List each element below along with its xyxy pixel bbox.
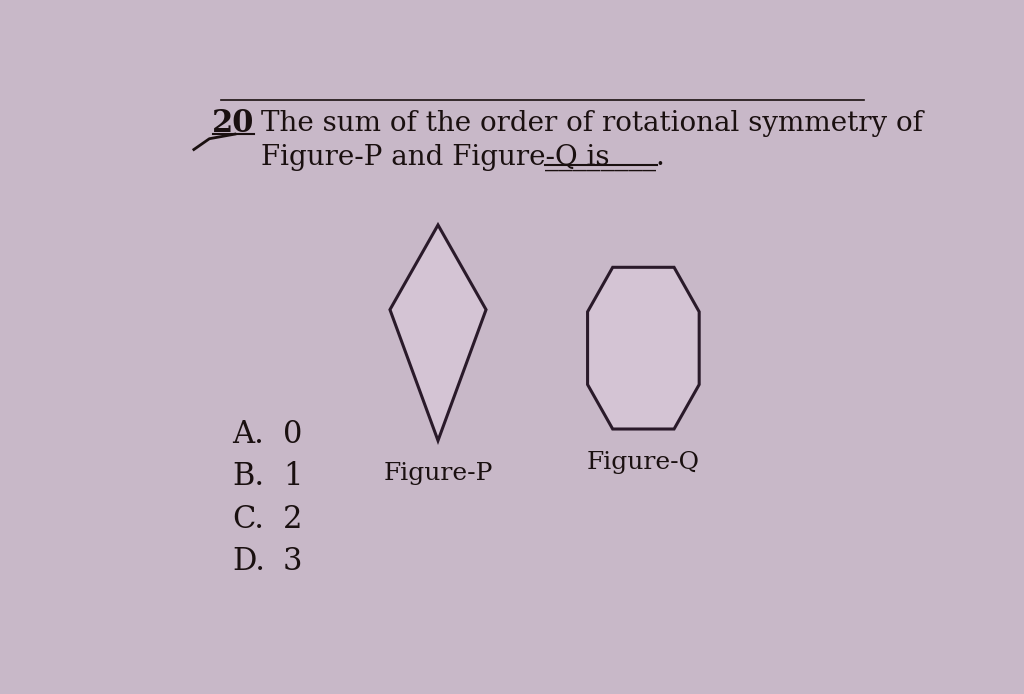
Polygon shape — [390, 225, 486, 441]
Text: A.: A. — [232, 419, 264, 450]
Text: ________.: ________. — [545, 144, 665, 171]
Text: B.: B. — [232, 462, 265, 492]
Text: Figure-Q: Figure-Q — [587, 450, 699, 473]
Text: 3: 3 — [283, 546, 302, 577]
Text: 2: 2 — [283, 504, 302, 534]
Text: C.: C. — [232, 504, 264, 534]
Text: 20: 20 — [211, 108, 254, 139]
Polygon shape — [588, 267, 699, 429]
Text: 0: 0 — [283, 419, 302, 450]
Text: The sum of the order of rotational symmetry of: The sum of the order of rotational symme… — [261, 110, 924, 137]
Text: Figure-P and Figure-Q is: Figure-P and Figure-Q is — [261, 144, 610, 171]
Text: Figure-P: Figure-P — [383, 462, 493, 485]
Text: 1: 1 — [283, 462, 302, 492]
Text: D.: D. — [232, 546, 265, 577]
